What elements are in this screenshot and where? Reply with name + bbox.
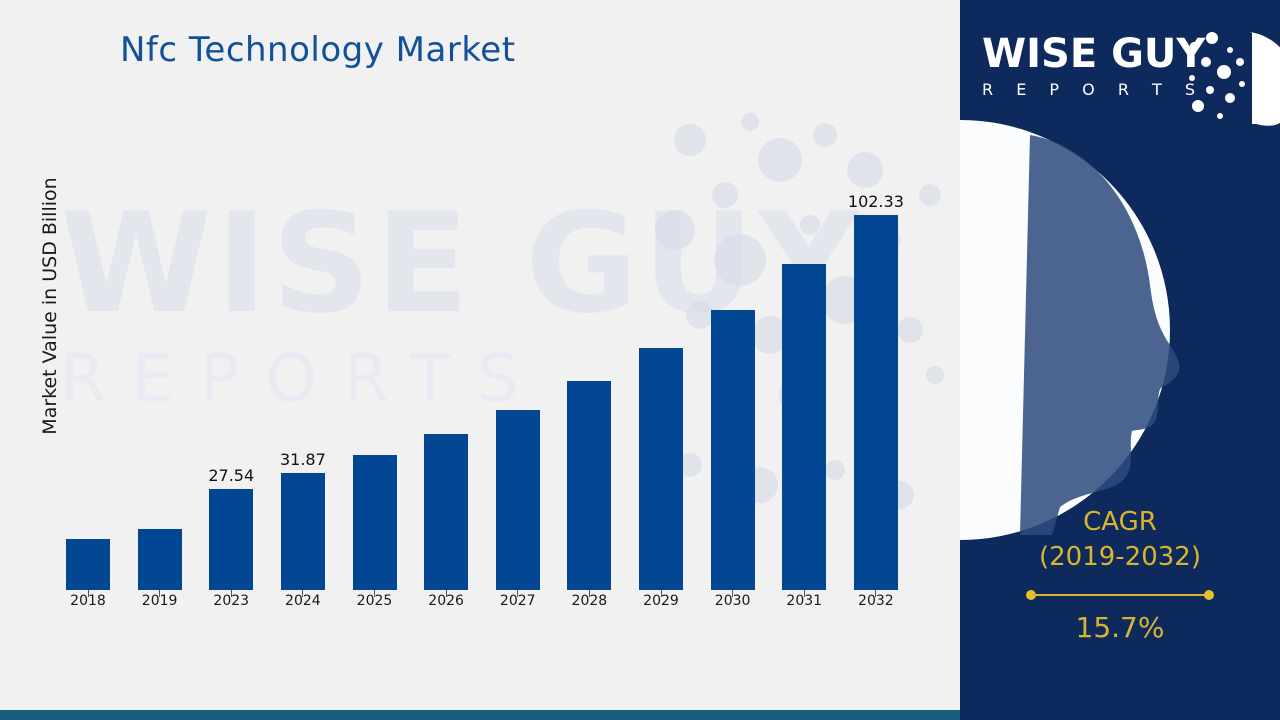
bar[interactable] [853,214,898,590]
cagr-label: CAGR [1083,507,1157,537]
tick-mark [660,590,662,597]
x-axis-tick-label: 2025 [356,593,393,609]
x-axis-tick-label: 2019 [141,593,178,609]
bar-slot: 65.86 [635,190,687,590]
y-axis-label: Market Value in USD Billion [39,177,61,435]
face-profile-silhouette-icon [1020,135,1180,535]
bar[interactable] [639,348,683,590]
bar-slot: 27.54 [205,190,257,590]
bar-value-label: 31.87 [279,450,326,469]
bar-slot: 36.86 [349,190,401,590]
divider-dot-right [1204,590,1214,601]
tick-mark [517,590,519,597]
bar-slot: 42.61 [420,190,472,590]
bar-slot: 31.87 [277,190,329,590]
bar-slot: 88.75 [778,190,830,590]
x-tick [492,590,544,600]
cagr-divider [1026,589,1214,601]
bar-slot: 49.17 [492,190,544,590]
x-tick [563,590,615,600]
x-axis-tick-label: 2024 [285,593,321,609]
brand-panel: WISE GUY R E P O R T S CAGR (2019-2032) [960,0,1280,720]
tick-mark [445,590,447,597]
logo-primary-text: WISE GUY [982,31,1206,77]
x-axis-tick-label: 2028 [571,593,608,609]
logo-dotted-head-icon [1189,32,1280,126]
x-axis-tick-label: 2030 [714,593,751,609]
bar[interactable] [352,454,397,590]
tick-mark [588,590,590,597]
logo-secondary-text: R E P O R T S [982,80,1205,99]
bar[interactable] [424,433,469,590]
x-tick [205,590,257,600]
divider-dot-left [1026,590,1036,601]
bar[interactable] [782,264,827,590]
bar-slot: 76.26 [707,190,759,590]
tick-mark [374,590,375,597]
cagr-value: 15.7% [1075,611,1165,645]
x-tick [778,590,830,600]
bar-slot: 13.95 [62,190,114,590]
brand-logo: WISE GUY R E P O R T S [982,31,1280,126]
x-tick [277,590,329,600]
x-tick [134,590,186,600]
x-tick [707,590,759,600]
x-axis-tick-label: 2032 [858,593,894,609]
x-tick [850,590,902,600]
x-axis-tick-label: 2026 [428,593,464,609]
chart-panel: Nfc Technology Market WISE GUY REPORTS [0,30,960,720]
bar[interactable] [137,528,182,590]
x-axis-tick-label: 2029 [643,593,679,609]
divider-line [1032,594,1208,597]
cagr-block: CAGR (2019-2032) 15.7% [960,505,1280,644]
x-axis-ticks [62,590,902,600]
x-tick [420,590,472,600]
x-axis-tick-label: 2023 [213,593,250,609]
bar[interactable] [567,381,612,590]
bar[interactable] [710,310,755,590]
tick-mark [803,590,805,597]
x-axis-tick-label: 2027 [499,593,536,609]
tick-mark [230,590,232,597]
cagr-period: (2019-2032) [1038,542,1201,573]
x-tick [349,590,401,600]
tick-mark [875,590,877,597]
bar-chart: Market Value in USD Billion 13.95 16.69 27… [39,177,904,609]
bar-slot: 56.83 [563,190,615,590]
x-tick [635,590,687,600]
x-axis-tick-label: 2018 [70,593,106,609]
bar[interactable] [280,473,325,590]
x-tick [62,590,114,600]
bars-container: 13.95 16.69 27.54 31.87 36.86 42.61 49.17 56.83… [62,190,904,590]
x-axis-tick-label: 2031 [786,593,823,609]
tick-mark [159,590,161,597]
tick-mark [302,590,304,597]
bar-value-label: 102.33 [847,191,904,211]
bar-slot: 102.33 [847,190,904,590]
bar-value-label: 27.54 [208,465,255,485]
x-axis-labels: 2018 2019 2023 2024 2025 2026 2027 2028 2029 2030… [62,593,902,609]
bar[interactable] [66,538,110,590]
tick-mark [87,590,89,597]
bar[interactable] [495,409,540,590]
bottom-accent-strip [0,710,960,720]
bar-slot: 16.69 [134,190,186,590]
page-title: Nfc Technology Market [120,30,516,70]
tick-mark [732,590,734,597]
bar[interactable] [209,488,254,590]
